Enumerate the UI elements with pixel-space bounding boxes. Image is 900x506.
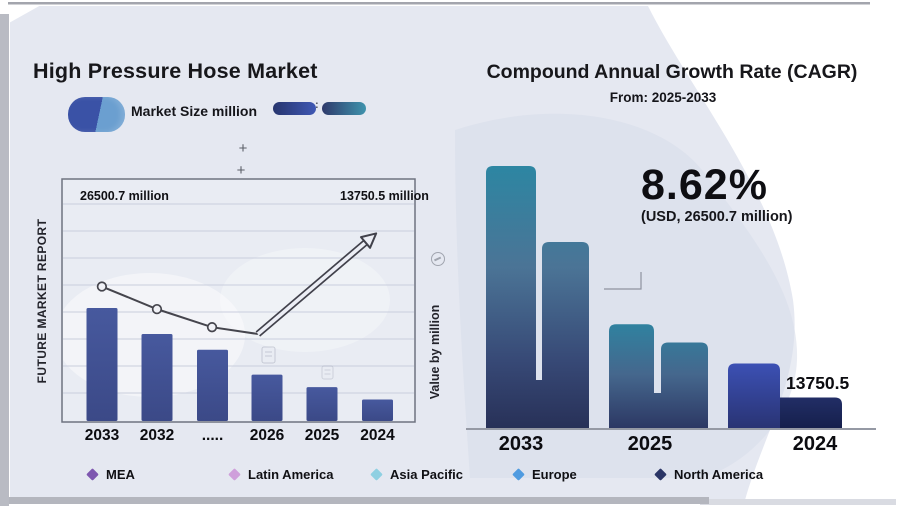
x-axis-label: .....	[201, 427, 224, 444]
left-chart-axis-watermark: FUTURE MARKET REPORT	[35, 218, 49, 384]
bar	[251, 374, 283, 421]
trend-marker	[96, 281, 108, 292]
legend-label: Europe	[532, 467, 577, 482]
left-chart-gridlines	[63, 203, 414, 394]
plus-mark-decor: +	[236, 162, 246, 179]
bar	[141, 333, 173, 421]
brand-label: Market Size million	[131, 103, 258, 119]
minus-circle-icon	[431, 252, 445, 266]
trend-marker	[151, 303, 163, 315]
bar	[661, 342, 708, 429]
bar	[609, 324, 654, 429]
arrow-shaft-core	[256, 241, 367, 336]
bar-bridge	[535, 380, 543, 428]
bar	[728, 363, 780, 429]
legend-diamond-icon	[370, 468, 383, 481]
frame-top	[8, 2, 870, 5]
bar	[486, 166, 536, 428]
frame-bottom-right	[700, 499, 896, 505]
right-chart-value-label: 13750.5	[786, 373, 850, 393]
legend-item: MEA	[86, 467, 135, 482]
arrow-head	[359, 232, 378, 249]
document-watermark-icons	[261, 346, 334, 380]
trend-line	[101, 285, 259, 335]
right-chart-bars	[486, 166, 842, 429]
bar	[306, 387, 338, 421]
trend-marker	[206, 322, 218, 333]
frame-bottom	[9, 497, 709, 504]
page-title: High Pressure Hose Market	[33, 59, 318, 83]
legend-item: Europe	[512, 467, 577, 482]
x-axis-label: 2033	[498, 433, 544, 455]
cagr-value: 8.62%	[641, 161, 768, 209]
legend-item: Asia Pacific	[370, 467, 463, 482]
step-bracket-decor	[604, 272, 642, 290]
cagr-subtitle: From: 2025-2033	[609, 90, 717, 105]
legend-label: Asia Pacific	[390, 467, 463, 482]
left-chart-end-value: 13750.5 million	[340, 189, 429, 203]
legend-diamond-icon	[512, 468, 525, 481]
bar-bridge	[653, 393, 662, 429]
bar	[197, 349, 228, 421]
corner-wedge	[0, 0, 50, 28]
brand-cylinder-icon	[68, 97, 125, 132]
gradient-pill-right	[322, 102, 366, 115]
x-axis-label: 2026	[249, 427, 285, 444]
left-chart-frame	[61, 178, 416, 423]
frame-left	[0, 14, 9, 506]
legend-label: North America	[674, 467, 764, 482]
right-chart-axis-label: Value by million	[428, 304, 442, 400]
legend-label: MEA	[106, 467, 135, 482]
legend-diamond-icon	[86, 468, 99, 481]
x-axis-label: 2024	[792, 433, 838, 455]
x-axis-label: 2032	[139, 427, 175, 444]
cagr-detail: (USD, 26500.7 million)	[641, 209, 793, 225]
legend-item: Latin America	[228, 467, 334, 482]
legend-item: North America	[654, 467, 764, 482]
bar	[542, 241, 589, 428]
bar-step	[780, 397, 842, 429]
legend-diamond-icon	[654, 468, 667, 481]
left-chart-trend	[96, 232, 378, 337]
x-axis-label: 2024	[360, 427, 395, 444]
bar	[362, 399, 393, 421]
bar	[86, 308, 118, 421]
left-chart-bars	[86, 308, 393, 421]
legend-label: Latin America	[248, 467, 334, 482]
pill-separator: :	[315, 99, 319, 111]
left-chart-start-value: 26500.7 million	[80, 189, 169, 203]
x-axis-label: 2025	[304, 427, 340, 444]
cagr-title: Compound Annual Growth Rate (CAGR)	[486, 61, 858, 83]
x-axis-label: 2025	[627, 433, 673, 455]
x-axis-label: 2033	[84, 427, 120, 444]
gradient-pill-left	[273, 102, 316, 115]
plus-mark-decor: +	[238, 140, 248, 157]
legend-diamond-icon	[228, 468, 241, 481]
